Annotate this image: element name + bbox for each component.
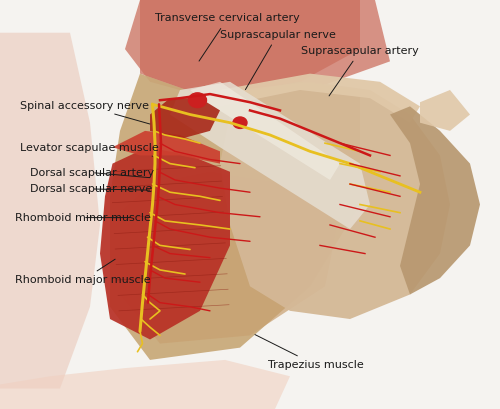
Text: Transverse cervical artery: Transverse cervical artery: [155, 13, 300, 61]
Text: Levator scapulae muscle: Levator scapulae muscle: [20, 143, 159, 156]
Text: Spinal accessory nerve: Spinal accessory nerve: [20, 101, 150, 124]
Text: Rhomboid major muscle: Rhomboid major muscle: [15, 259, 150, 285]
Text: Rhomboid minor muscle: Rhomboid minor muscle: [15, 213, 151, 222]
Circle shape: [188, 93, 206, 108]
Polygon shape: [100, 147, 230, 339]
Text: Suprascapular artery: Suprascapular artery: [301, 46, 419, 96]
Polygon shape: [112, 131, 220, 164]
Polygon shape: [110, 74, 360, 360]
Polygon shape: [190, 82, 340, 180]
Polygon shape: [170, 82, 370, 229]
Polygon shape: [125, 0, 360, 98]
Polygon shape: [420, 90, 470, 131]
Circle shape: [233, 117, 247, 128]
Text: Suprascapular nerve: Suprascapular nerve: [220, 30, 336, 90]
Text: Dorsal scapular artery: Dorsal scapular artery: [30, 168, 154, 178]
Polygon shape: [220, 82, 450, 319]
Polygon shape: [0, 33, 100, 389]
Polygon shape: [140, 0, 390, 98]
Polygon shape: [0, 360, 290, 409]
Polygon shape: [220, 74, 420, 123]
Text: Dorsal scapular nerve: Dorsal scapular nerve: [30, 184, 152, 194]
Polygon shape: [390, 106, 480, 294]
Polygon shape: [120, 172, 340, 344]
Text: Trapezius muscle: Trapezius muscle: [255, 335, 363, 370]
Polygon shape: [150, 98, 220, 139]
